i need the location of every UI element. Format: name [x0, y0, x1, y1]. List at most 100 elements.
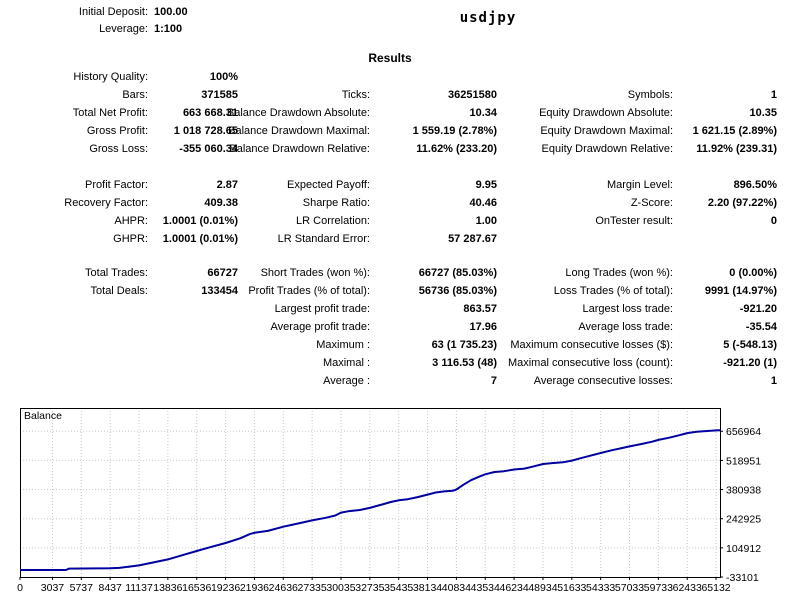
- stat-label: Sharpe Ratio:: [302, 197, 370, 209]
- stat-label: Equity Drawdown Absolute:: [539, 107, 673, 119]
- stat-label: Profit Trades (% of total):: [248, 285, 370, 297]
- stat-label: Balance Drawdown Relative:: [229, 143, 370, 155]
- x-tick-label: 0: [17, 582, 23, 594]
- stat-value: 10.35: [749, 107, 777, 119]
- stat-row-gross-loss-drawdown-relative: Gross Loss: -355 060.34 Balance Drawdown…: [0, 140, 777, 158]
- stat-value: 896.50%: [733, 179, 777, 191]
- stat-value: 409.38: [204, 197, 238, 209]
- stat-row-bars-ticks-symbols: Bars: 371585 Ticks: 36251580 Symbols: 1: [0, 86, 777, 104]
- leverage-value: 1:100: [154, 23, 183, 35]
- x-tick-label: 57033: [615, 582, 644, 594]
- y-tick-label: 104912: [726, 543, 761, 555]
- stat-value: 63 (1 735.23): [431, 339, 497, 351]
- x-tick-label: 24636: [269, 582, 298, 594]
- stat-label: Long Trades (won %):: [565, 267, 673, 279]
- stat-value: 5 (-548.13): [723, 339, 777, 351]
- stat-label: Z-Score:: [630, 197, 673, 209]
- stat-value: 2.87: [216, 179, 238, 191]
- initial-deposit-row: Initial Deposit: 100.00: [0, 4, 795, 20]
- y-tick-label: -33101: [726, 572, 759, 584]
- stat-label: Margin Level:: [606, 179, 673, 191]
- stat-row-average-trades: Average profit trade: 17.96 Average loss…: [0, 318, 777, 336]
- x-tick-label: 32735: [355, 582, 384, 594]
- stat-label: Symbols:: [627, 89, 673, 101]
- stat-value: 133454: [201, 285, 238, 297]
- stat-value: -921.20 (1): [723, 357, 777, 369]
- x-tick-label: 5737: [70, 582, 94, 594]
- stat-value: 1 018 728.65: [173, 125, 238, 137]
- y-tick-label: 656964: [726, 426, 761, 438]
- stat-value: 863.57: [463, 303, 497, 315]
- stat-label: Bars:: [122, 89, 148, 101]
- x-tick-label: 43534: [471, 582, 500, 594]
- x-tick-label: 13836: [153, 582, 182, 594]
- stat-value: 100%: [209, 71, 238, 83]
- stat-value: 1.00: [475, 215, 497, 227]
- stat-label: Maximum :: [316, 339, 370, 351]
- x-tick-label: 11137: [125, 582, 153, 594]
- y-tick-label: 242925: [726, 514, 761, 526]
- stat-value: 40.46: [469, 197, 497, 209]
- stat-label: Balance Drawdown Maximal:: [228, 125, 370, 137]
- stat-label: Total Trades:: [85, 267, 148, 279]
- stat-row-total-deals-profit-loss: Total Deals: 133454 Profit Trades (% of …: [0, 282, 777, 300]
- stat-label: Largest loss trade:: [582, 303, 674, 315]
- stat-label: Equity Drawdown Relative:: [541, 143, 673, 155]
- stat-value: 1.0001 (0.01%): [162, 233, 238, 245]
- x-tick-label: 21936: [240, 582, 269, 594]
- stat-label: Equity Drawdown Maximal:: [540, 125, 673, 137]
- stat-label: Short Trades (won %):: [260, 267, 370, 279]
- stat-value: 663 668.31: [182, 107, 238, 119]
- stat-label: Gross Profit:: [86, 125, 148, 137]
- stat-label: Maximum consecutive losses ($):: [510, 339, 673, 351]
- stat-label: GHPR:: [113, 233, 148, 245]
- stat-row-maximal-consecutive: Maximal : 3 116.53 (48) Maximal consecut…: [0, 354, 777, 372]
- x-tick-label: 38134: [413, 582, 442, 594]
- stat-label: Average loss trade:: [578, 321, 673, 333]
- stat-value: 3 116.53 (48): [432, 357, 497, 369]
- leverage-row: Leverage: 1:100: [0, 21, 795, 37]
- stat-label: Average consecutive losses:: [533, 375, 673, 387]
- stat-label: Total Net Profit:: [72, 107, 148, 119]
- stat-label: Total Deals:: [90, 285, 148, 297]
- balance-chart: 0 3037 5737 8437 11137 13836 16536 19236 21936 24…: [17, 408, 795, 600]
- stat-row-largest-trades: Largest profit trade: 863.57 Largest los…: [0, 300, 777, 318]
- stat-value: 0: [770, 215, 777, 227]
- stat-row-history-quality: History Quality: 100%: [0, 68, 777, 86]
- stat-value: 1: [770, 375, 777, 387]
- balance-chart-svg: 0 3037 5737 8437 11137 13836 16536 19236 21936 24…: [17, 408, 761, 594]
- stat-label: Recovery Factor:: [64, 197, 148, 209]
- x-tick-label: 65132: [701, 582, 730, 594]
- stat-row-maximum-consecutive: Maximum : 63 (1 735.23) Maximum consecut…: [0, 336, 777, 354]
- stat-label: Balance Drawdown Absolute:: [226, 107, 370, 119]
- stat-label: History Quality:: [73, 71, 148, 83]
- x-tick-label: 62433: [673, 582, 702, 594]
- stat-value: 11.62% (233.20): [416, 143, 497, 155]
- stat-value: 371585: [201, 89, 238, 101]
- stat-value: -355 060.34: [179, 143, 238, 155]
- stat-label: Profit Factor:: [85, 179, 148, 191]
- stat-value: 66727: [207, 267, 238, 279]
- y-tick-label: 518951: [726, 455, 761, 467]
- stat-value: 36251580: [448, 89, 497, 101]
- stat-value: 1.0001 (0.01%): [162, 215, 238, 227]
- stats-block-ratios: Profit Factor: 2.87 Expected Payoff: 9.9…: [0, 176, 777, 248]
- balance-line: [20, 429, 721, 571]
- stat-label: Largest profit trade:: [274, 303, 370, 315]
- stat-value: 2.20 (97.22%): [707, 197, 777, 209]
- stat-label: Ticks:: [341, 89, 370, 101]
- results-heading: Results: [368, 51, 412, 65]
- stat-value: 7: [490, 375, 497, 387]
- stat-value: 1 621.15 (2.89%): [692, 125, 777, 137]
- x-tick-label: 40834: [442, 582, 471, 594]
- x-tick-label: 59733: [644, 582, 673, 594]
- stat-value: 17.96: [469, 321, 497, 333]
- stat-label: Gross Loss:: [89, 143, 148, 155]
- leverage-label: Leverage:: [99, 23, 148, 35]
- stat-row-total-trades-short-long: Total Trades: 66727 Short Trades (won %)…: [0, 264, 777, 282]
- stat-label: Maximal consecutive loss (count):: [507, 357, 673, 369]
- stat-value: 56736 (85.03%): [418, 285, 497, 297]
- stat-label: Maximal :: [322, 357, 370, 369]
- stat-label: Expected Payoff:: [287, 179, 370, 191]
- x-tick-label: 54333: [586, 582, 615, 594]
